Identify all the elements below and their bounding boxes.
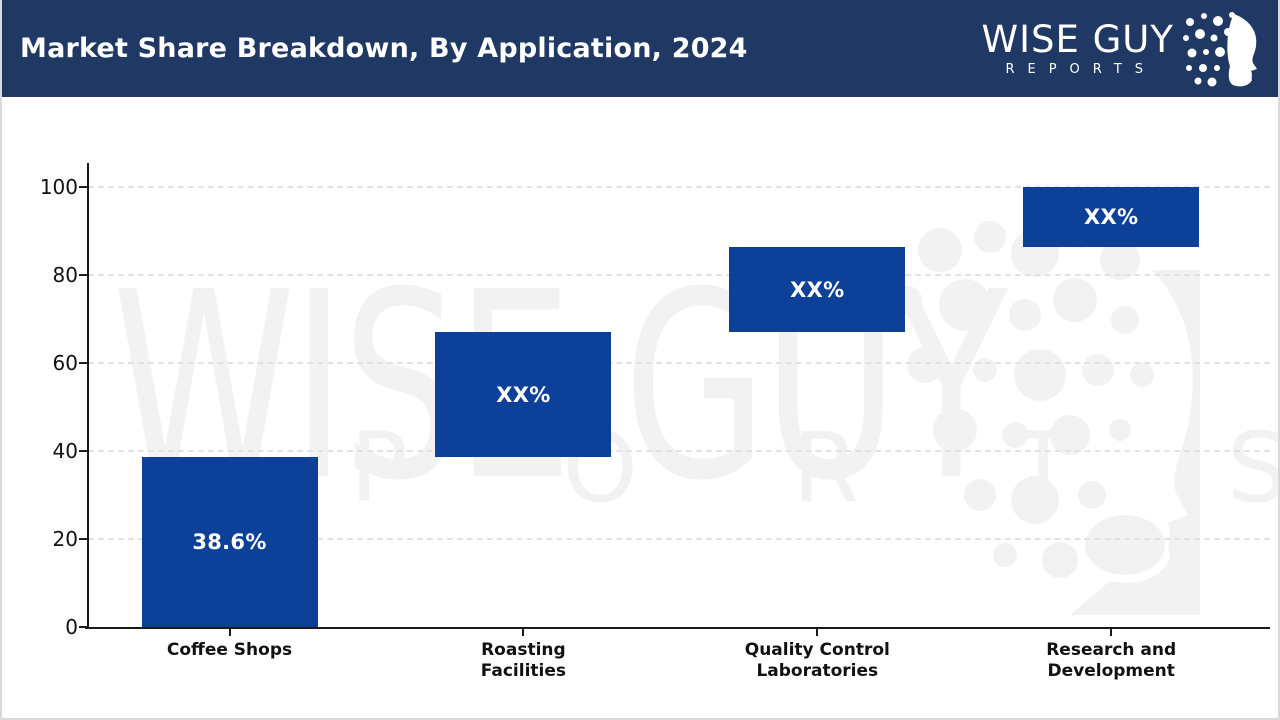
gridline	[88, 186, 1270, 188]
gridline	[88, 362, 1270, 364]
brand-logo: WISE GUY REPORTS	[982, 8, 1262, 90]
y-tick-label: 100	[39, 175, 78, 199]
x-axis-tick	[228, 627, 231, 636]
x-category-label: Roasting Facilities	[480, 640, 567, 681]
x-category-label: Coffee Shops	[166, 640, 293, 660]
brand-name: WISE GUY	[981, 17, 1174, 61]
y-axis-tick	[79, 186, 88, 188]
y-tick-label: 0	[65, 615, 78, 639]
header: Market Share Breakdown, By Application, …	[0, 0, 1280, 97]
bar-segment: 38.6%	[141, 457, 318, 627]
y-tick-label: 80	[52, 263, 78, 287]
page-title: Market Share Breakdown, By Application, …	[20, 33, 748, 64]
y-axis-tick	[79, 626, 88, 628]
y-axis-tick	[79, 450, 88, 452]
y-tick-label: 60	[52, 351, 78, 375]
gridline	[88, 538, 1270, 540]
gridline	[88, 274, 1270, 276]
x-axis-tick	[816, 627, 819, 636]
bar-value-label: 38.6%	[192, 530, 267, 555]
y-axis-tick	[79, 274, 88, 276]
y-tick-label: 20	[52, 527, 78, 551]
gridline	[88, 450, 1270, 452]
y-axis-tick	[79, 538, 88, 540]
x-axis-tick	[1110, 627, 1113, 636]
bar-segment: XX%	[1023, 187, 1200, 247]
x-category-label: Research and Development	[1046, 640, 1177, 681]
y-axis-tick	[79, 362, 88, 364]
bar-value-label: XX%	[1084, 204, 1139, 229]
x-axis-line	[85, 627, 1270, 629]
bar-segment: XX%	[729, 246, 906, 333]
bar-value-label: XX%	[790, 277, 845, 302]
brand-logo-text: WISE GUY REPORTS	[981, 17, 1174, 77]
y-tick-label: 40	[52, 439, 78, 463]
brand-subname: REPORTS	[1005, 61, 1157, 77]
bar-value-label: XX%	[496, 382, 551, 407]
x-axis-tick	[522, 627, 525, 636]
dotted-head-profile-icon	[1183, 11, 1257, 86]
bar-segment: XX%	[435, 332, 612, 458]
y-axis-line	[87, 163, 89, 629]
x-category-label: Quality Control Laboratories	[744, 640, 890, 681]
